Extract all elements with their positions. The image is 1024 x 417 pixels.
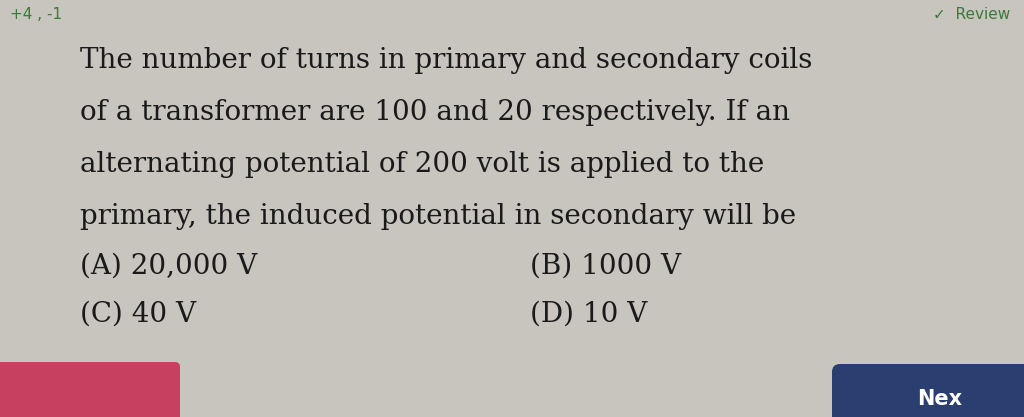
Text: Nex: Nex	[918, 389, 963, 409]
Text: (D) 10 V: (D) 10 V	[530, 301, 647, 328]
Text: alternating potential of 200 volt is applied to the: alternating potential of 200 volt is app…	[80, 151, 764, 178]
Text: ✓  Review: ✓ Review	[933, 7, 1010, 22]
FancyBboxPatch shape	[0, 362, 180, 417]
Text: primary, the induced potential in secondary will be: primary, the induced potential in second…	[80, 203, 796, 230]
Text: The number of turns in primary and secondary coils: The number of turns in primary and secon…	[80, 47, 812, 74]
Text: (B) 1000 V: (B) 1000 V	[530, 253, 681, 280]
FancyBboxPatch shape	[831, 364, 1024, 417]
Text: (C) 40 V: (C) 40 V	[80, 301, 197, 328]
Text: (A) 20,000 V: (A) 20,000 V	[80, 253, 257, 280]
Text: +4 , -1: +4 , -1	[10, 7, 62, 22]
Text: of a transformer are 100 and 20 respectively. If an: of a transformer are 100 and 20 respecti…	[80, 99, 790, 126]
